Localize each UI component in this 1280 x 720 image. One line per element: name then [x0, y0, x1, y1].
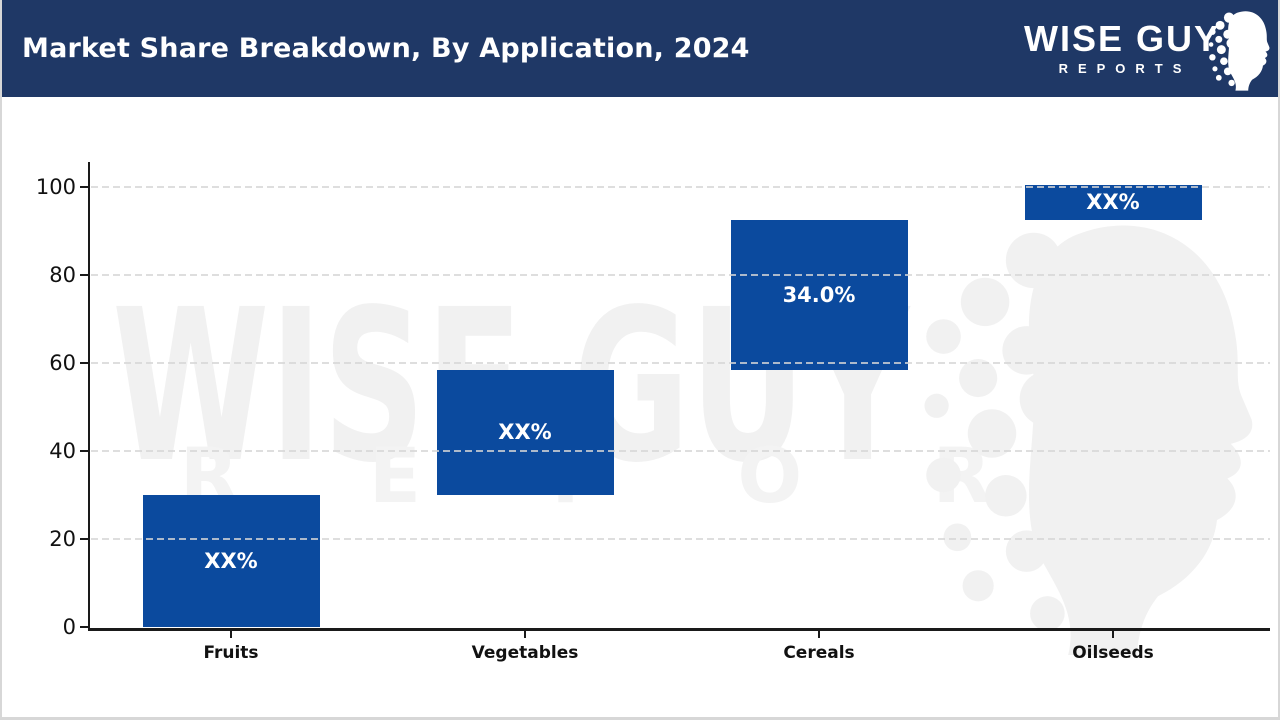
bar-fruits: [142, 495, 320, 627]
y-axis-tick: [80, 626, 88, 628]
header-bar: Market Share Breakdown, By Application, …: [2, 0, 1278, 97]
y-axis-tick-label: 0: [62, 615, 76, 639]
bar-value-label: 34.0%: [782, 282, 856, 307]
y-axis-tick: [80, 538, 88, 540]
x-axis-label-oilseeds: Oilseeds: [1072, 643, 1154, 663]
logo-wordmark: WISE GUY REPORTS: [1023, 18, 1220, 77]
bar-vegetables: [436, 369, 614, 495]
gridline-80: [91, 274, 1270, 276]
y-axis-tick: [80, 362, 88, 364]
bar-value-label: XX%: [1086, 190, 1140, 215]
gridline-100: [91, 186, 1270, 188]
wise-guy-logo: WISE GUY REPORTS: [1024, 6, 1270, 92]
x-axis-tick: [1112, 631, 1114, 638]
logo-head-icon: [1208, 10, 1270, 91]
logo-wordmark-main: WISE GUY: [1023, 18, 1220, 59]
x-axis-label-vegetables: Vegetables: [471, 643, 579, 663]
bar-oilseeds: [1024, 184, 1202, 220]
x-axis-tick: [524, 631, 526, 638]
y-axis-line: [88, 161, 90, 631]
waterfall-chart: XX% XX% 34.0% XX% 0 20 40 60 80 100 Fruits Vegetabl…: [2, 97, 1278, 717]
x-axis-tick: [230, 631, 232, 638]
y-axis-tick-label: 40: [49, 439, 76, 463]
x-axis-label-cereals: Cereals: [783, 643, 855, 663]
y-axis-tick: [80, 274, 88, 276]
y-axis-tick-label: 100: [35, 175, 76, 199]
y-axis-tick-label: 80: [49, 263, 76, 287]
bar-value-label: XX%: [204, 549, 258, 573]
page-title: Market Share Breakdown, By Application, …: [22, 33, 750, 64]
gridline-40: [91, 450, 1270, 452]
y-axis-tick: [80, 186, 88, 188]
bar-value-label: XX%: [498, 420, 552, 445]
bar-cereals: [730, 220, 908, 370]
y-axis-tick: [80, 450, 88, 452]
y-axis-tick-label: 60: [49, 351, 76, 375]
logo-wordmark-sub: REPORTS: [1058, 61, 1192, 76]
y-axis-tick-label: 20: [49, 527, 76, 551]
gridline-20: [91, 538, 1270, 540]
gridline-60: [91, 362, 1270, 364]
x-axis-label-fruits: Fruits: [203, 643, 259, 663]
x-axis-line: [88, 628, 1270, 631]
x-axis-tick: [818, 631, 820, 638]
